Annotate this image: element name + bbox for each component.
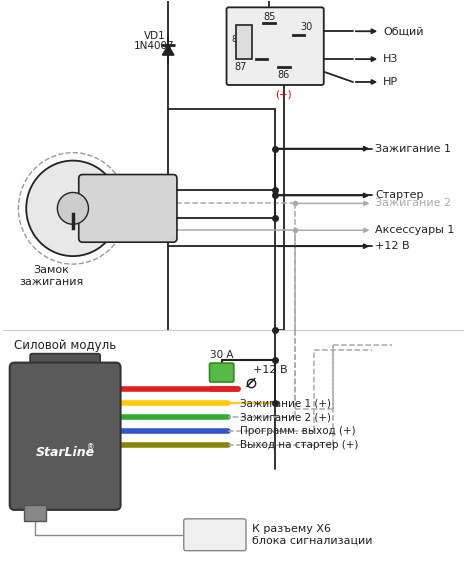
Text: Замок: Замок: [34, 265, 70, 275]
Text: VD1: VD1: [144, 31, 165, 41]
Text: +12 В: +12 В: [375, 241, 410, 251]
Text: Программ. выход (+): Программ. выход (+): [240, 426, 356, 436]
Text: StarLine: StarLine: [36, 446, 95, 459]
Circle shape: [26, 160, 119, 256]
Text: ®: ®: [87, 444, 94, 452]
Text: (+): (+): [275, 90, 292, 100]
Text: 87: 87: [234, 62, 246, 72]
FancyBboxPatch shape: [184, 519, 246, 551]
Text: 87a: 87a: [232, 34, 249, 44]
FancyBboxPatch shape: [30, 354, 100, 372]
FancyBboxPatch shape: [227, 7, 324, 85]
Text: 1N4007: 1N4007: [134, 41, 175, 51]
Text: 86: 86: [278, 70, 290, 80]
Text: блока сигнализации: блока сигнализации: [252, 536, 372, 546]
FancyBboxPatch shape: [210, 363, 234, 382]
FancyBboxPatch shape: [10, 363, 120, 510]
Text: Зажигание 2: Зажигание 2: [375, 198, 451, 208]
Text: Выход на стартер (+): Выход на стартер (+): [240, 440, 358, 450]
Text: НР: НР: [383, 77, 398, 87]
Polygon shape: [163, 45, 174, 55]
Text: Силовой модуль: Силовой модуль: [14, 339, 116, 352]
Text: Зажигание 1: Зажигание 1: [375, 144, 451, 154]
FancyBboxPatch shape: [24, 505, 46, 521]
Text: Аксессуары 1: Аксессуары 1: [375, 225, 455, 235]
Text: 85: 85: [263, 12, 275, 22]
Circle shape: [57, 193, 89, 224]
Text: Стартер: Стартер: [375, 190, 424, 201]
Text: Общий: Общий: [383, 26, 424, 36]
Text: зажигания: зажигания: [19, 277, 83, 287]
FancyBboxPatch shape: [79, 175, 177, 242]
Bar: [236, 25, 252, 59]
Text: Зажигание 1 (+): Зажигание 1 (+): [240, 398, 331, 408]
Text: +12 В: +12 В: [253, 364, 287, 375]
Text: 30: 30: [300, 22, 312, 32]
Text: 30 А: 30 А: [210, 350, 233, 360]
Text: Зажигание 2 (+): Зажигание 2 (+): [240, 412, 331, 422]
Text: Н3: Н3: [383, 54, 399, 64]
Text: К разъему X6: К разъему X6: [252, 524, 331, 534]
